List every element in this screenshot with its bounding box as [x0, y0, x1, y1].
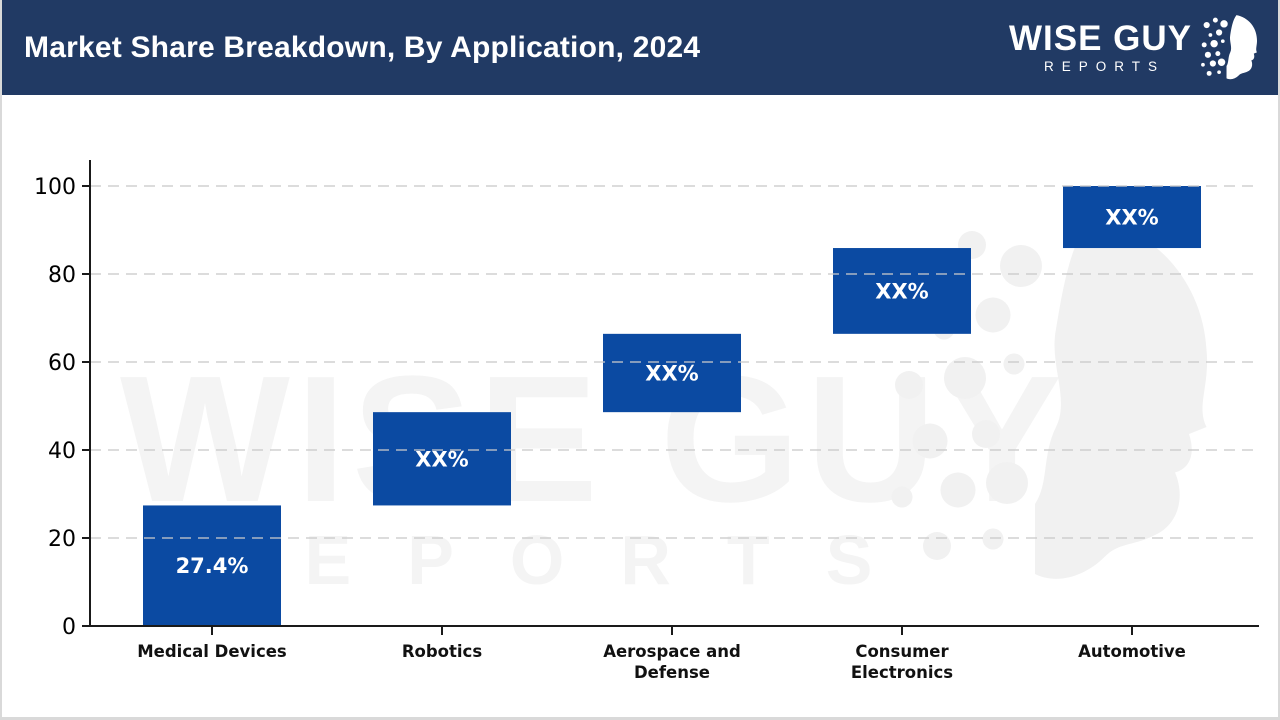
header-bar: Market Share Breakdown, By Application, …	[2, 0, 1278, 95]
x-category-label: Aerospace and	[603, 642, 741, 661]
y-tick-label: 60	[48, 351, 76, 376]
x-category-label: Robotics	[402, 642, 483, 661]
waterfall-bar	[833, 248, 971, 334]
chart-area: WISE GUY REPORTS 27.4% XX% XX% XX% XX% 0 20 40 6…	[2, 95, 1278, 717]
bar-value-label: XX%	[645, 362, 698, 386]
x-category-label: Electronics	[851, 663, 953, 682]
logo-subtitle: REPORTS	[1043, 59, 1165, 75]
bar-value-label: XX%	[1105, 206, 1158, 230]
logo-text: WISE GUY REPORTS	[1009, 21, 1192, 74]
waterfall-bar	[373, 412, 511, 506]
wise-guy-reports-logo: WISE GUY REPORTS	[1009, 13, 1260, 83]
x-category-label: Consumer	[855, 642, 949, 661]
logo-face-icon	[1198, 13, 1260, 83]
x-category-label: Automotive	[1078, 642, 1186, 661]
x-category-label: Defense	[634, 663, 710, 682]
page-title: Market Share Breakdown, By Application, …	[24, 30, 701, 64]
y-tick-label: 20	[48, 527, 76, 552]
waterfall-bar	[603, 333, 741, 413]
y-tick-label: 0	[62, 615, 76, 640]
waterfall-bar	[1063, 186, 1201, 249]
bar-value-label: XX%	[875, 279, 928, 303]
bar-value-label: XX%	[415, 447, 468, 471]
y-tick-label: 40	[48, 439, 76, 464]
y-tick-label: 100	[34, 175, 76, 200]
waterfall-bar	[143, 505, 281, 626]
logo-wordmark: WISE GUY	[1008, 19, 1192, 59]
bar-value-label: 27.4%	[176, 554, 249, 578]
y-tick-label: 80	[48, 263, 76, 288]
x-category-label: Medical Devices	[137, 642, 287, 661]
chart-canvas: 27.4% XX% XX% XX% XX% 0 20 40 60 80 100 Medical Dev…	[34, 160, 1259, 682]
